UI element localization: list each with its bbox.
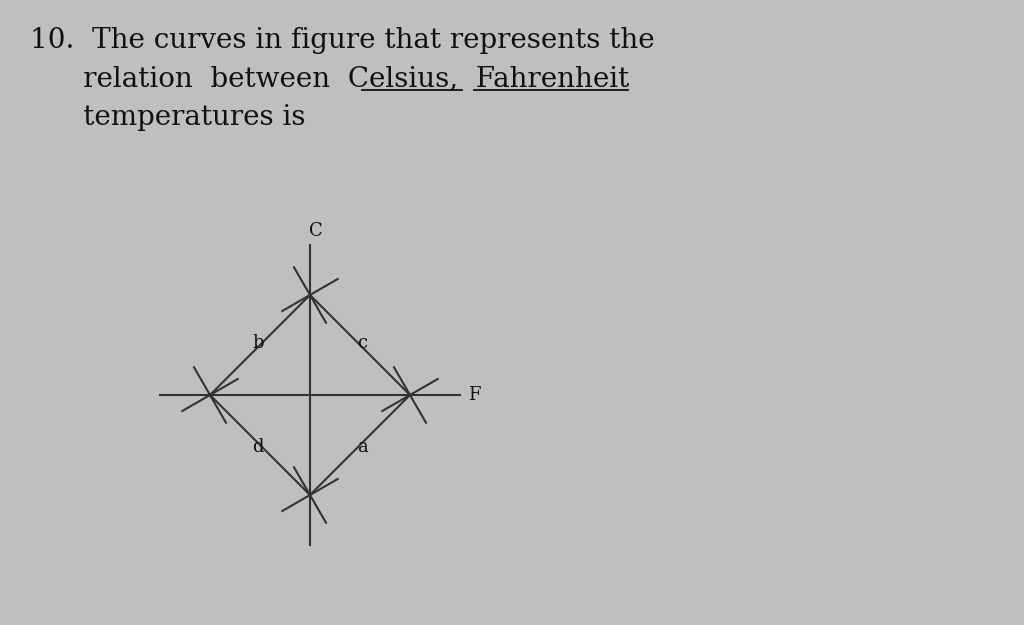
Text: a: a [356, 438, 368, 456]
Text: c: c [357, 334, 367, 352]
Text: C: C [309, 222, 323, 240]
Text: temperatures is: temperatures is [30, 104, 305, 131]
Text: b: b [252, 334, 264, 352]
Text: d: d [252, 438, 264, 456]
Text: F: F [468, 386, 480, 404]
Text: relation  between  Celsius,  Fahrenheit: relation between Celsius, Fahrenheit [30, 65, 630, 92]
Text: 10.  The curves in figure that represents the: 10. The curves in figure that represents… [30, 27, 654, 54]
